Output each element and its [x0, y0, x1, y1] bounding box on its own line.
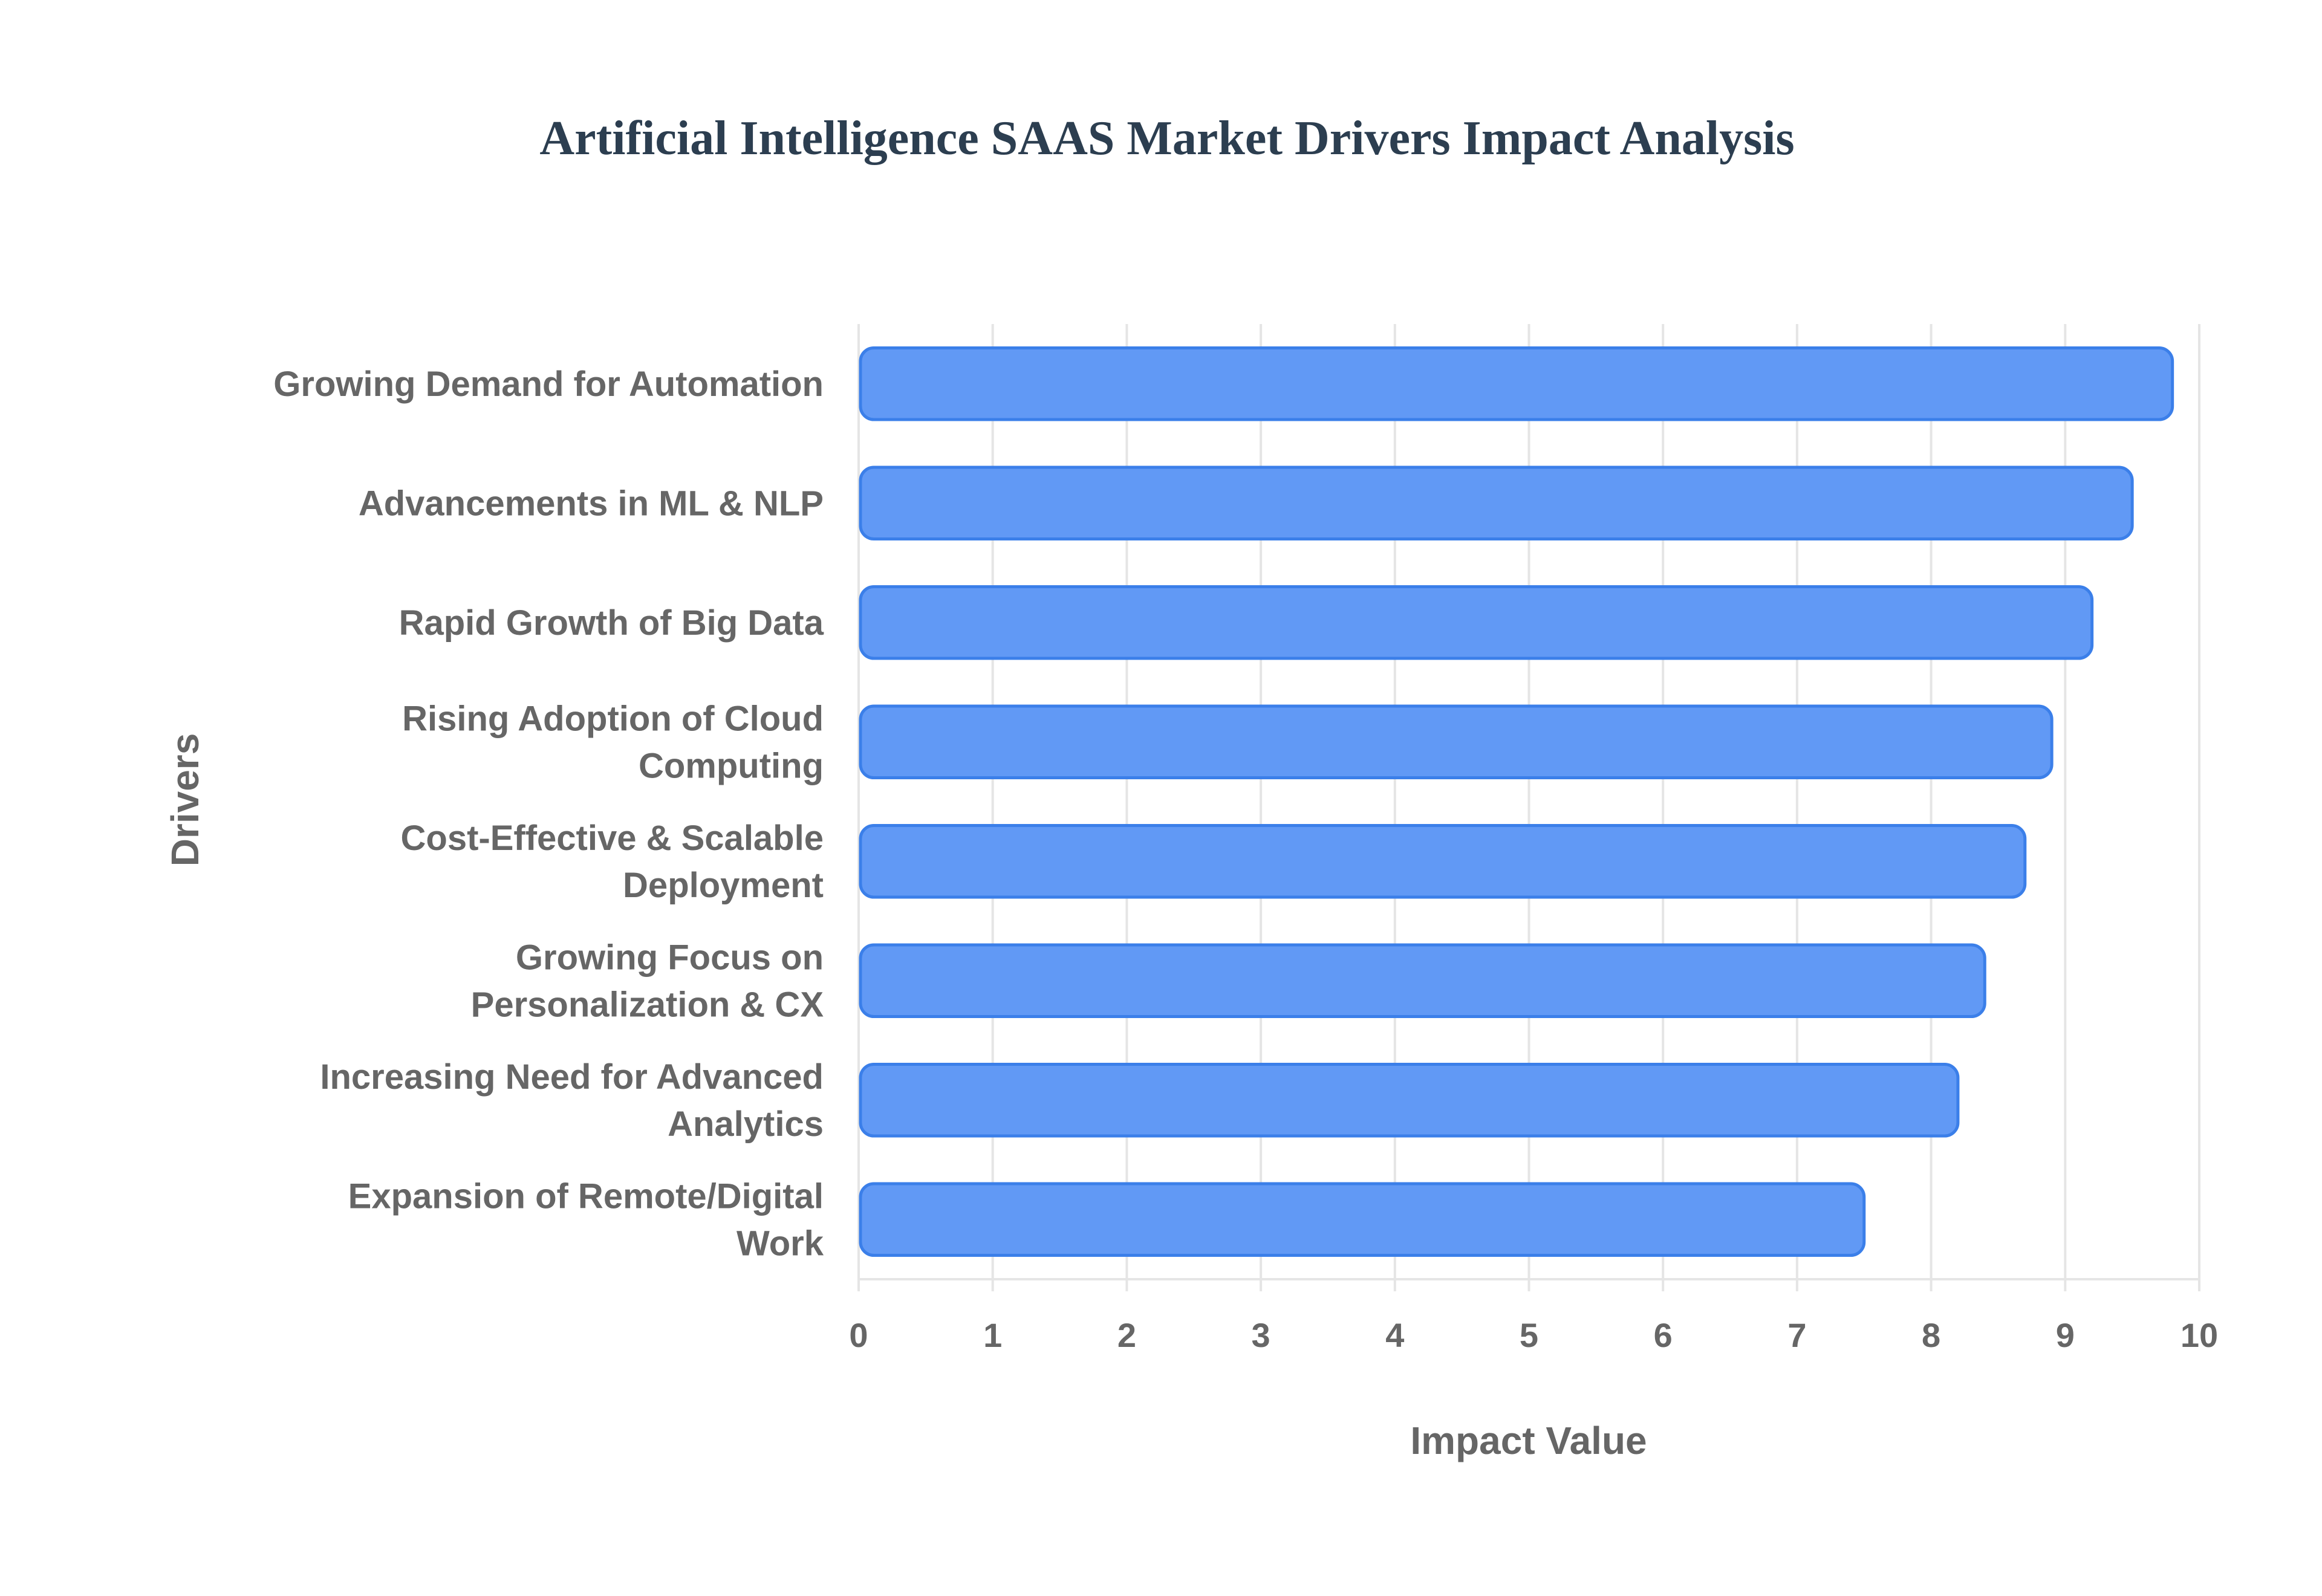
bar[interactable]: [859, 704, 2054, 779]
category-label: Growing Demand for Automation: [273, 365, 824, 404]
x-tick-label: 2: [1117, 1316, 1136, 1354]
x-tick-label: 7: [1787, 1316, 1806, 1354]
category-label: Increasing Need for Advanced: [320, 1057, 824, 1097]
category-label: Expansion of Remote/Digital: [348, 1176, 824, 1216]
bar[interactable]: [859, 465, 2134, 540]
y-axis-title: Drivers: [163, 733, 207, 867]
category-label: Advancements in ML & NLP: [359, 484, 824, 523]
x-tick-label: 5: [1520, 1316, 1538, 1354]
x-tick-label: 4: [1385, 1316, 1404, 1354]
bar[interactable]: [859, 1182, 1866, 1257]
category-label: Analytics: [668, 1105, 824, 1144]
bar[interactable]: [859, 943, 1986, 1018]
bar[interactable]: [859, 346, 2174, 421]
category-label: Rising Adoption of Cloud: [402, 699, 824, 738]
category-labels: Growing Demand for Automation Advancement…: [273, 365, 824, 1264]
bar[interactable]: [859, 1063, 1960, 1138]
category-label: Cost-Effective & Scalable: [401, 819, 824, 858]
category-label: Deployment: [623, 866, 824, 905]
x-tick-label: 1: [983, 1316, 1002, 1354]
category-label: Growing Focus on: [516, 938, 824, 977]
category-label: Personalization & CX: [471, 985, 824, 1024]
bars: [859, 346, 2174, 1257]
bar[interactable]: [859, 824, 2027, 899]
category-label: Computing: [639, 746, 824, 785]
x-axis-title: Impact Value: [1410, 1419, 1647, 1462]
x-tick-labels: 0 1 2 3 4 5 6 7 8 9 10: [849, 1316, 2218, 1354]
bar[interactable]: [859, 585, 2094, 660]
x-tick-label: 0: [849, 1316, 868, 1354]
x-tick-label: 9: [2056, 1316, 2075, 1354]
x-tick-label: 8: [1922, 1316, 1940, 1354]
chart-title: Artificial Intelligence SAAS Market Driv…: [539, 112, 1794, 165]
category-label: Work: [737, 1224, 824, 1263]
x-tick-label: 3: [1252, 1316, 1270, 1354]
category-label: Rapid Growth of Big Data: [399, 603, 824, 643]
x-tick-label: 6: [1654, 1316, 1673, 1354]
x-tick-label: 10: [2181, 1316, 2218, 1354]
